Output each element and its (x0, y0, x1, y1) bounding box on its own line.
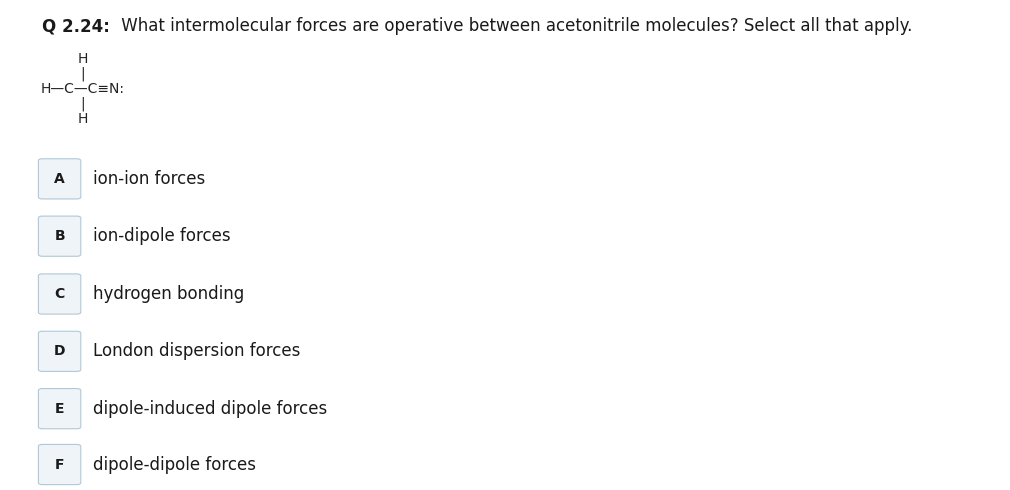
Text: H: H (78, 52, 88, 66)
Text: C: C (55, 287, 65, 301)
FancyBboxPatch shape (38, 159, 81, 199)
Text: D: D (54, 344, 66, 358)
FancyBboxPatch shape (38, 389, 81, 429)
FancyBboxPatch shape (38, 331, 81, 371)
FancyBboxPatch shape (38, 216, 81, 256)
Text: H: H (78, 112, 88, 125)
Text: ion-ion forces: ion-ion forces (93, 170, 205, 188)
Text: A: A (55, 172, 65, 186)
Text: London dispersion forces: London dispersion forces (93, 343, 300, 360)
FancyBboxPatch shape (38, 444, 81, 485)
Text: |: | (81, 66, 85, 81)
Text: What intermolecular forces are operative between acetonitrile molecules? Select : What intermolecular forces are operative… (116, 17, 912, 35)
Text: |: | (81, 97, 85, 111)
Text: H—C—C≡N:: H—C—C≡N: (40, 82, 124, 96)
Text: ion-dipole forces: ion-dipole forces (93, 227, 230, 245)
FancyBboxPatch shape (38, 274, 81, 314)
Text: hydrogen bonding: hydrogen bonding (93, 285, 244, 303)
Text: F: F (55, 458, 65, 471)
Text: dipole-induced dipole forces: dipole-induced dipole forces (93, 400, 327, 417)
Text: Q 2.24:: Q 2.24: (42, 17, 110, 35)
Text: dipole-dipole forces: dipole-dipole forces (93, 456, 256, 473)
Text: B: B (55, 229, 65, 243)
Text: E: E (55, 402, 65, 416)
